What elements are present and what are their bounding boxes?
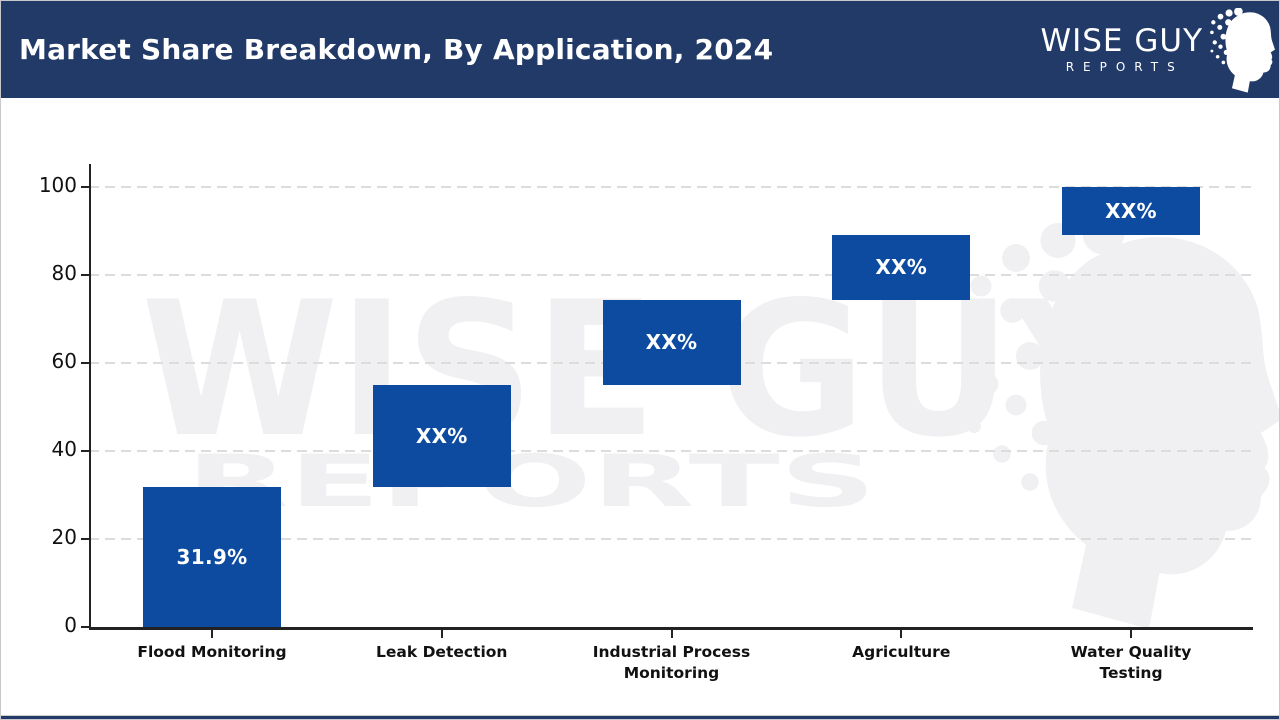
x-tick-mark-agriculture xyxy=(900,630,903,638)
wise-guy-logo: WISE GUY REPORTS xyxy=(1040,1,1279,98)
bar-leak-detection: XX% xyxy=(372,384,511,487)
x-category-label-water-quality-testing: Water Quality Testing xyxy=(1070,643,1192,682)
bar-value-label-industrial-process-monitoring: XX% xyxy=(645,330,698,355)
x-axis-line xyxy=(89,627,1253,630)
y-tick-label-40: 40 xyxy=(51,437,77,461)
x-category-label-leak-detection: Leak Detection xyxy=(376,643,508,661)
y-tick-label-100: 100 xyxy=(38,173,77,197)
y-axis-line xyxy=(89,164,91,630)
chart-title: Market Share Breakdown, By Application, … xyxy=(19,33,774,66)
gridline-20 xyxy=(89,538,1253,540)
header: Market Share Breakdown, By Application, … xyxy=(1,1,1279,98)
y-tick-mark-100 xyxy=(81,186,89,188)
logo-subword: REPORTS xyxy=(1065,60,1184,75)
y-tick-label-20: 20 xyxy=(51,525,77,549)
bar-agriculture: XX% xyxy=(832,234,971,301)
footer-bar xyxy=(1,715,1279,719)
y-tick-label-60: 60 xyxy=(51,349,77,373)
bar-flood-monitoring: 31.9% xyxy=(143,486,281,627)
y-tick-mark-20 xyxy=(81,538,89,540)
x-tick-mark-industrial-process-monitoring xyxy=(670,630,673,638)
x-category-label-agriculture: Agriculture xyxy=(852,643,951,661)
x-tick-mark-leak-detection xyxy=(440,630,443,638)
y-tick-label-0: 0 xyxy=(64,613,77,637)
gridline-40 xyxy=(89,450,1253,452)
bar-value-label-leak-detection: XX% xyxy=(415,423,468,448)
bar-value-label-water-quality-testing: XX% xyxy=(1105,198,1157,223)
y-tick-mark-80 xyxy=(81,274,89,276)
y-tick-label-80: 80 xyxy=(51,261,77,285)
bar-value-label-agriculture: XX% xyxy=(875,255,928,280)
x-category-label-industrial-process-monitoring: Industrial Process Monitoring xyxy=(592,643,751,682)
wise-guy-head-icon xyxy=(1210,7,1275,93)
bar-water-quality-testing: XX% xyxy=(1062,187,1200,235)
gridline-80 xyxy=(89,274,1253,276)
x-tick-mark-water-quality-testing xyxy=(1130,630,1132,638)
y-tick-mark-0 xyxy=(81,626,89,628)
logo-wordmark: WISE GUY xyxy=(1040,22,1203,59)
x-category-label-flood-monitoring: Flood Monitoring xyxy=(137,643,287,661)
y-tick-mark-60 xyxy=(81,362,89,364)
y-tick-mark-40 xyxy=(81,450,89,452)
x-tick-mark-flood-monitoring xyxy=(211,630,213,638)
gridline-100 xyxy=(89,186,1253,188)
bar-value-label-flood-monitoring: 31.9% xyxy=(176,544,248,569)
bar-industrial-process-monitoring: XX% xyxy=(602,300,741,385)
